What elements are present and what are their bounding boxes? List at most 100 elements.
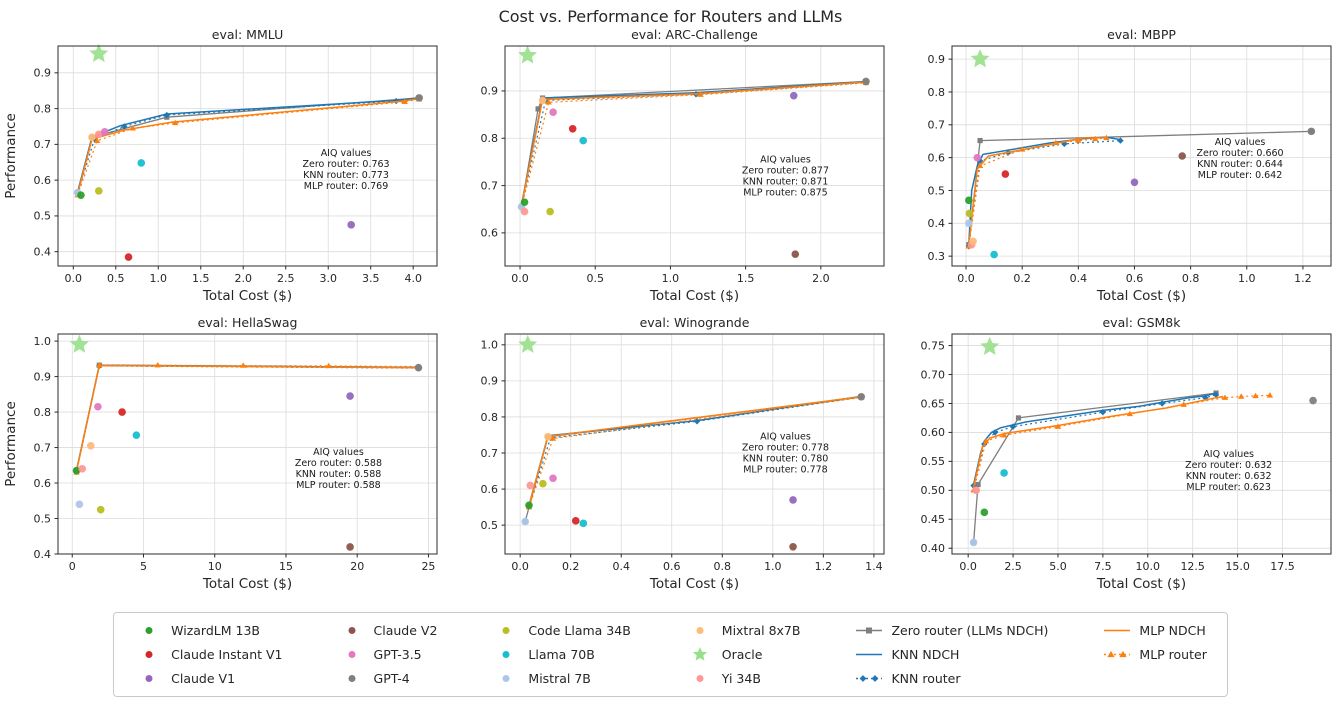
triangle-marker-icon — [1266, 392, 1274, 398]
knn_router-line — [76, 98, 420, 195]
llm-point — [965, 209, 974, 218]
x-tick-label: 3.0 — [319, 272, 337, 285]
llm-point — [415, 94, 423, 102]
llm-point — [526, 481, 535, 490]
llm-point — [571, 517, 580, 525]
legend-marker-dot-icon — [502, 675, 510, 683]
triangle-marker-icon — [1054, 423, 1062, 430]
subplot-title: eval: Winogrande — [640, 315, 750, 330]
y-tick-label: 0.9 — [928, 53, 946, 66]
llm-point — [124, 253, 133, 262]
diamond-marker-icon — [693, 418, 701, 425]
diamond-marker-icon — [872, 675, 879, 683]
llm-point — [789, 496, 797, 504]
llm-point — [520, 207, 529, 216]
llm-point — [549, 108, 557, 117]
legend-column: MLP NDCH MLP router — [1102, 622, 1207, 687]
oracle-star-icon — [970, 49, 990, 68]
legend-marker-star-icon — [692, 647, 707, 661]
llm-point — [78, 465, 87, 473]
y-tick-label: 0.70 — [921, 369, 946, 382]
knn_ndch-line — [972, 392, 1217, 485]
aiq-annotation-line: Zero router: 0.588 — [295, 458, 382, 469]
y-tick-label: 0.4 — [34, 246, 52, 259]
x-tick-label: 5.0 — [1049, 560, 1067, 573]
y-tick-label: 0.7 — [928, 119, 946, 132]
triangle-marker-icon — [401, 98, 408, 105]
plot-border — [951, 333, 1332, 555]
llm-point — [1130, 178, 1139, 187]
y-tick-label: 0.40 — [921, 542, 946, 555]
square-marker-icon — [975, 482, 981, 488]
diamond-marker-icon — [121, 123, 128, 130]
legend-item: GPT-3.5 — [337, 646, 438, 663]
llm-point — [88, 133, 96, 142]
legend-item: MLP router — [1102, 646, 1207, 663]
legend-item: Claude Instant V1 — [134, 646, 283, 663]
triangle-marker-icon — [549, 435, 557, 441]
zero_router-line — [75, 364, 419, 471]
x-tick-label: 0.5 — [107, 272, 125, 285]
triangle-marker-icon — [154, 362, 161, 368]
llm-point — [990, 250, 998, 259]
legend-dot-icon — [348, 627, 356, 635]
x-tick-label: 1.0 — [662, 272, 680, 285]
aiq-annotation-line: KNN router: 0.773 — [303, 170, 389, 181]
mlp_router-line — [75, 364, 419, 473]
plot-border — [57, 45, 438, 267]
x-tick-label: 0.2 — [562, 560, 580, 573]
y-tick-label: 0.8 — [34, 406, 52, 419]
aiq-annotation-line: KNN router: 0.588 — [296, 469, 382, 480]
llm-point — [789, 543, 797, 551]
x-tick-label: 0.4 — [1070, 272, 1088, 285]
x-tick-label: 0.0 — [511, 272, 529, 285]
y-tick-label: 0.9 — [34, 371, 52, 384]
legend-item: Mistral 7B — [491, 670, 630, 687]
subplot-title: eval: MMLU — [212, 27, 283, 42]
mlp_ndch-line — [520, 81, 867, 206]
x-tick-label: 7.5 — [1094, 560, 1112, 573]
legend-dot-icon — [502, 651, 510, 659]
legend-column: Code Llama 34B Llama 70B Mistral 7B — [491, 622, 631, 687]
x-tick-label: 25 — [421, 560, 435, 573]
llm-point — [77, 191, 85, 200]
aiq-annotation-line: Zero router: 0.660 — [1196, 148, 1283, 159]
llm-point — [549, 474, 557, 483]
legend-label: Llama 70B — [528, 647, 595, 663]
y-tick-label: 0.3 — [928, 250, 946, 263]
legend-item: Code Llama 34B — [491, 622, 631, 639]
legend-label: GPT-3.5 — [373, 647, 422, 663]
figure-title: Cost vs. Performance for Routers and LLM… — [498, 7, 843, 26]
legend-item: MLP NDCH — [1102, 622, 1206, 639]
legend-dot-icon — [502, 627, 510, 635]
legend-column: Zero router (LLMs NDCH) KNN NDCH KNN route… — [854, 622, 1048, 687]
y-axis-label: Performance — [3, 401, 19, 487]
triangle-marker-icon — [976, 162, 984, 169]
subplot-mbpp: 0.0 0.2 0.4 0.6 0.8 1.0 1.2 0.3 0.4 0.5 0.6 0.7 0.8 0… — [928, 27, 1332, 304]
x-tick-label: 1.2 — [1294, 272, 1312, 285]
legend-dot-icon — [145, 651, 153, 659]
llm-point — [75, 500, 84, 509]
aiq-annotation-line: MLP router: 0.588 — [296, 480, 381, 491]
aiq-annotation-line: Zero router: 0.877 — [742, 166, 829, 177]
legend-label: KNN router — [891, 671, 961, 687]
triangle-marker-icon — [982, 438, 990, 444]
x-tick-label: 20 — [350, 560, 364, 573]
square-marker-icon — [1015, 415, 1022, 421]
legend-dot-icon — [502, 675, 510, 683]
x-axis-label: Total Cost ($) — [649, 576, 739, 592]
x-tick-label: 2.5 — [1004, 560, 1022, 573]
diamond-marker-icon — [991, 429, 999, 436]
triangle-marker-icon — [1075, 137, 1082, 143]
legend-marker-line-square-icon — [856, 627, 883, 634]
x-tick-label: 1.0 — [764, 560, 782, 573]
x-axis-label: Total Cost ($) — [202, 576, 292, 592]
llm-point — [525, 501, 533, 510]
x-axis-label: Total Cost ($) — [1096, 576, 1186, 592]
legend-label: Code Llama 34B — [528, 623, 631, 639]
x-axis-label: Total Cost ($) — [649, 288, 739, 304]
aiq-annotation-line: AIQ values — [1203, 449, 1254, 460]
y-tick-label: 1.0 — [34, 335, 52, 348]
mlp_router-line — [76, 98, 420, 196]
x-tick-label: 0.8 — [714, 560, 732, 573]
